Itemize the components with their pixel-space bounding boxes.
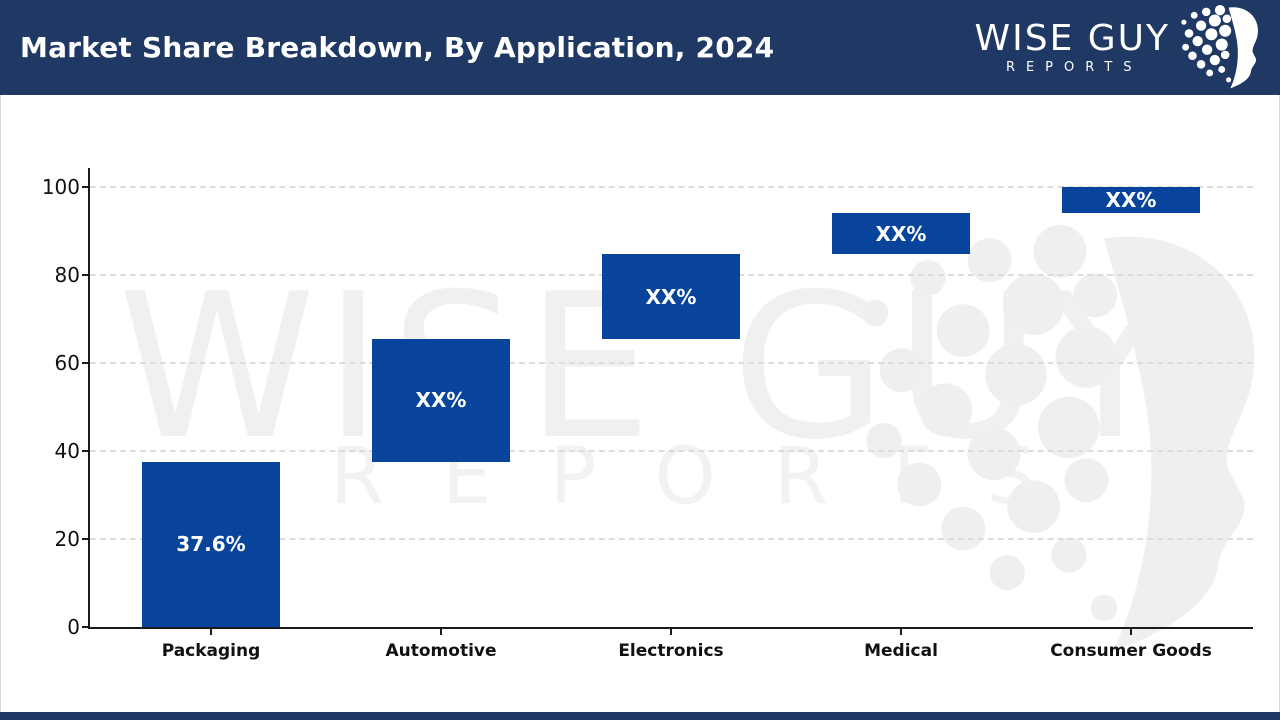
brand-name: WISE GUY (974, 17, 1170, 59)
y-tick-label-100: 100 (41, 175, 80, 199)
y-tick-mark-40 (82, 450, 90, 452)
gridline-20 (90, 538, 1253, 540)
x-category-label: Consumer Goods (1050, 641, 1212, 661)
bar-consumer-goods: XX% (1062, 187, 1200, 213)
y-tick-mark-20 (82, 538, 90, 540)
bar-electronics: XX% (602, 254, 740, 339)
gridline-40 (90, 450, 1253, 452)
watermark-head-profile-icon (862, 225, 1255, 652)
y-tick-label-20: 20 (54, 527, 80, 551)
x-tick-mark-5 (1130, 627, 1132, 635)
y-tick-label-60: 60 (54, 351, 80, 375)
gridline-60 (90, 362, 1253, 364)
bar-packaging: 37.6% (142, 461, 280, 627)
bar-value-label: XX% (1105, 187, 1157, 212)
x-tick-mark-1 (210, 627, 212, 635)
y-tick-label-0: 0 (67, 615, 80, 639)
page-title: Market Share Breakdown, By Application, … (20, 31, 775, 64)
x-axis-line (88, 627, 1253, 629)
y-tick-mark-100 (82, 186, 90, 188)
brand-subname: REPORTS (1005, 59, 1143, 75)
bar-automotive: XX% (372, 338, 510, 462)
gridline-100 (90, 186, 1253, 188)
x-category-label: Electronics (618, 641, 724, 661)
brand-logo-text: WISE GUY REPORTS (974, 17, 1171, 75)
bar-medical: XX% (832, 212, 970, 255)
header-bar: Market Share Breakdown, By Application, … (0, 0, 1280, 95)
x-tick-mark-3 (670, 627, 672, 635)
x-tick-mark-2 (440, 627, 442, 635)
x-tick-mark-4 (900, 627, 902, 635)
y-tick-label-80: 80 (54, 263, 80, 287)
x-category-label: Packaging (161, 641, 261, 661)
bar-value-label: XX% (415, 388, 467, 413)
footer-bar (0, 712, 1280, 720)
brand-logo: WISE GUY REPORTS (974, 4, 1280, 91)
y-tick-mark-60 (82, 362, 90, 364)
y-tick-mark-80 (82, 274, 90, 276)
x-category-label: Automotive (385, 641, 497, 661)
x-category-label: Medical (864, 641, 938, 661)
y-axis-line (88, 168, 90, 629)
bar-value-label: 37.6% (176, 532, 246, 557)
bar-value-label: XX% (875, 221, 927, 246)
head-profile-dots-icon (1181, 4, 1259, 88)
y-tick-label-40: 40 (54, 439, 80, 463)
bar-value-label: XX% (645, 284, 697, 309)
y-tick-mark-0 (82, 626, 90, 628)
